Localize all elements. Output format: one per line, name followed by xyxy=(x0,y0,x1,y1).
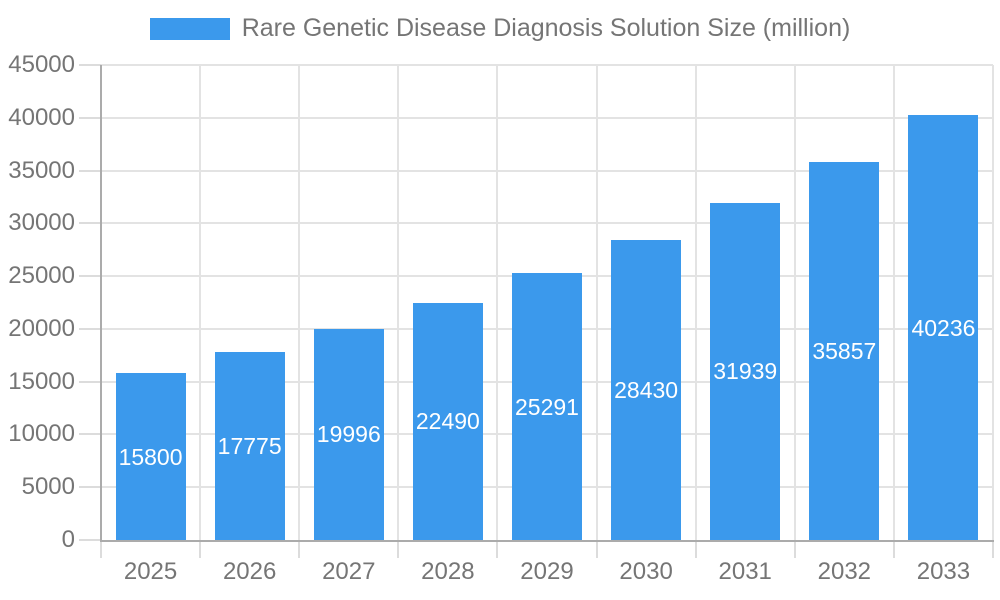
bar-value-label: 25291 xyxy=(515,393,579,420)
x-gridline xyxy=(694,65,697,540)
x-tick xyxy=(100,542,102,558)
x-gridline xyxy=(199,65,202,540)
bar-value-label: 40236 xyxy=(911,314,976,341)
y-axis-label: 0 xyxy=(61,526,75,553)
y-gridline xyxy=(101,169,993,172)
bar[interactable] xyxy=(412,302,483,540)
bar-value-label: 19996 xyxy=(316,421,381,448)
y-gridline xyxy=(101,222,993,225)
bar[interactable] xyxy=(809,161,880,540)
x-axis-label: 2027 xyxy=(322,558,376,585)
bar[interactable] xyxy=(115,373,186,540)
x-gridline xyxy=(298,65,301,540)
y-axis-label: 15000 xyxy=(8,367,75,395)
y-tick xyxy=(79,486,101,489)
y-axis-line xyxy=(100,65,102,542)
y-axis-label: 25000 xyxy=(8,262,75,290)
y-tick xyxy=(79,64,101,66)
y-tick xyxy=(79,380,101,383)
x-tick xyxy=(793,542,796,558)
legend-label: Rare Genetic Disease Diagnosis Solution … xyxy=(241,14,851,42)
x-tick xyxy=(496,542,499,558)
x-tick xyxy=(595,542,598,558)
bar-value-label: 35857 xyxy=(812,337,877,364)
x-tick xyxy=(298,542,301,558)
legend-swatch xyxy=(149,17,230,40)
bar[interactable] xyxy=(611,239,682,540)
y-gridline xyxy=(101,64,993,66)
y-tick xyxy=(79,539,101,541)
y-axis-label: 10000 xyxy=(8,420,75,448)
y-tick xyxy=(79,222,101,225)
x-gridline xyxy=(496,65,499,540)
y-axis-label: 40000 xyxy=(8,103,75,131)
x-axis-label: 2033 xyxy=(916,558,971,585)
x-axis-label: 2030 xyxy=(619,558,673,585)
x-gridline xyxy=(397,65,400,540)
y-gridline xyxy=(101,116,993,119)
y-axis-label: 35000 xyxy=(8,156,75,184)
y-tick xyxy=(79,116,101,119)
x-axis-label: 2029 xyxy=(520,558,574,585)
x-axis-line xyxy=(100,540,994,542)
bar-value-label: 22490 xyxy=(415,408,480,435)
bar-value-label: 31939 xyxy=(713,358,778,385)
x-axis-label: 2031 xyxy=(718,558,772,585)
x-tick xyxy=(694,542,697,558)
x-tick xyxy=(397,542,400,558)
x-axis-label: 2028 xyxy=(421,558,475,585)
y-axis-label: 5000 xyxy=(21,473,75,501)
y-tick xyxy=(79,169,101,172)
x-gridline xyxy=(595,65,598,540)
bar-value-label: 28430 xyxy=(614,376,679,403)
bar[interactable] xyxy=(908,115,979,540)
y-axis-label: 20000 xyxy=(8,314,75,342)
x-tick xyxy=(892,542,895,558)
x-tick xyxy=(992,542,994,558)
y-tick xyxy=(79,433,101,436)
bar-value-label: 15800 xyxy=(118,443,183,470)
bar[interactable] xyxy=(710,202,781,540)
y-tick xyxy=(79,275,101,278)
bar-value-label: 17775 xyxy=(217,433,282,460)
bar[interactable] xyxy=(512,273,582,540)
x-axis-label: 2032 xyxy=(817,558,872,585)
x-axis-label: 2026 xyxy=(222,558,277,585)
x-axis-label: 2025 xyxy=(123,558,178,585)
legend[interactable]: Rare Genetic Disease Diagnosis Solution … xyxy=(0,14,1000,43)
bar[interactable] xyxy=(313,328,384,540)
bar[interactable] xyxy=(214,352,285,540)
x-gridline xyxy=(892,65,895,540)
x-gridline xyxy=(992,65,994,540)
x-tick xyxy=(199,542,202,558)
x-gridline xyxy=(793,65,796,540)
y-tick xyxy=(79,327,101,330)
y-axis-label: 45000 xyxy=(8,51,75,78)
y-axis-label: 30000 xyxy=(8,209,75,237)
